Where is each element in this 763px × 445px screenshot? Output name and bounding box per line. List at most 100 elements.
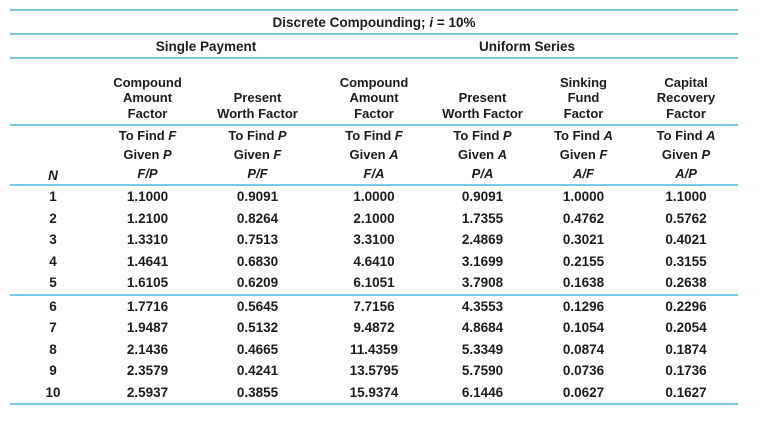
- value-cell: 0.2155: [562, 253, 605, 269]
- value-cell: 0.3155: [665, 253, 707, 269]
- table-row: 1 1.1000 0.9091 1.0000 0.9091 1.0000 1.1…: [10, 185, 738, 208]
- value-cell: 1.9487: [126, 320, 169, 336]
- sub-header-fp: To Find F Given P F/P: [96, 125, 199, 186]
- factor-header-sinking-fund: Sinking Fund Factor: [533, 58, 634, 126]
- value-cell: 15.9374: [316, 381, 432, 405]
- value-cell: 2.1000: [353, 210, 395, 226]
- value-cell: 11.4359: [349, 341, 399, 357]
- value-cell: 4.6410: [353, 253, 395, 269]
- factor-name-row: Compound Amount Factor Present Worth Fac…: [10, 58, 739, 126]
- factor-header-compound-amount-fp: Compound Amount Factor: [96, 58, 199, 126]
- n-cell: 6: [49, 298, 57, 314]
- value-cell: 2.4869: [461, 232, 504, 248]
- value-cell: 0.1638: [533, 272, 634, 296]
- title-prefix: Discrete Compounding;: [272, 14, 430, 30]
- value-cell: 2.3579: [126, 363, 169, 379]
- value-cell: 3.1699: [461, 253, 504, 269]
- value-cell: 0.5762: [665, 210, 707, 226]
- value-cell: 3.3100: [353, 232, 395, 248]
- sub-header-ap: To Find A Given P A/P: [634, 125, 739, 186]
- group-header-row: Single Payment Uniform Series: [10, 34, 739, 59]
- sub-header-pf: To Find P Given F P/F: [199, 125, 316, 186]
- table-row: 9 2.3579 0.4241 13.5795 5.7590 0.0736 0.…: [10, 360, 738, 382]
- value-cell: 0.2296: [665, 298, 707, 314]
- value-cell: 1.0000: [353, 189, 395, 205]
- value-cell: 4.8684: [461, 320, 504, 336]
- table-row: 6 1.7716 0.5645 7.7156 4.3553 0.1296 0.2…: [10, 295, 738, 318]
- n-cell: 10: [10, 381, 96, 405]
- group-header-uniform-series: Uniform Series: [316, 34, 739, 59]
- sub-header-pa: To Find P Given A P/A: [432, 125, 533, 186]
- group-header-single-payment: Single Payment: [96, 34, 316, 59]
- value-cell: 0.4021: [665, 232, 707, 248]
- factor-header-present-worth-pf: Present Worth Factor: [199, 58, 316, 126]
- value-cell: 5.7590: [461, 363, 504, 379]
- value-cell: 0.1054: [562, 320, 605, 336]
- value-cell: 0.9091: [236, 189, 279, 205]
- value-cell: 7.7156: [353, 298, 395, 314]
- table-row: 4 1.4641 0.6830 4.6410 3.1699 0.2155 0.3…: [10, 251, 738, 273]
- value-cell: 0.1296: [562, 298, 605, 314]
- value-cell: 1.3310: [126, 232, 169, 248]
- table-title: Discrete Compounding; i = 10%: [10, 9, 739, 35]
- value-cell: 0.5132: [236, 320, 279, 336]
- value-cell: 0.2638: [634, 272, 739, 296]
- value-cell: 0.3021: [562, 232, 605, 248]
- n-cell: 9: [49, 363, 57, 379]
- discrete-compounding-table: Discrete Compounding; i = 10% Single Pay…: [10, 9, 739, 405]
- value-cell: 0.5645: [236, 298, 279, 314]
- value-cell: 0.1736: [665, 363, 707, 379]
- table-row: 8 2.1436 0.4665 11.4359 5.3349 0.0874 0.…: [10, 339, 738, 361]
- table-row: 3 1.3310 0.7513 3.3100 2.4869 0.3021 0.4…: [10, 229, 738, 251]
- value-cell: 13.5795: [349, 363, 399, 379]
- value-cell: 1.6105: [96, 272, 199, 296]
- n-cell: 4: [49, 253, 57, 269]
- n-cell: 7: [49, 320, 57, 336]
- sub-header-row: N To Find F Given P F/P To Find P Given F P/…: [10, 125, 739, 186]
- value-cell: 0.6209: [199, 272, 316, 296]
- value-cell: 5.3349: [461, 341, 504, 357]
- value-cell: 1.1000: [665, 189, 707, 205]
- value-cell: 9.4872: [353, 320, 395, 336]
- value-cell: 0.0736: [562, 363, 605, 379]
- spacer-cell: [10, 58, 96, 126]
- n-cell: 1: [49, 189, 57, 205]
- value-cell: 0.2054: [665, 320, 707, 336]
- value-cell: 2.1436: [126, 341, 169, 357]
- value-cell: 6.1051: [316, 272, 432, 296]
- value-cell: 3.7908: [432, 272, 533, 296]
- value-cell: 1.7355: [461, 210, 504, 226]
- value-cell: 0.8264: [236, 210, 279, 226]
- factor-header-present-worth-pa: Present Worth Factor: [432, 58, 533, 126]
- table-row: 7 1.9487 0.5132 9.4872 4.8684 0.1054 0.2…: [10, 317, 738, 339]
- title-row: Discrete Compounding; i = 10%: [10, 9, 739, 35]
- spacer-cell: [10, 34, 96, 59]
- value-cell: 0.0874: [562, 341, 605, 357]
- value-cell: 0.1874: [665, 341, 707, 357]
- n-cell: 2: [49, 210, 57, 226]
- value-cell: 0.4665: [236, 341, 279, 357]
- n-cell: 5: [10, 272, 96, 296]
- value-cell: 1.7716: [126, 298, 169, 314]
- value-cell: 0.4241: [236, 363, 279, 379]
- value-cell: 1.2100: [126, 210, 169, 226]
- value-cell: 0.6830: [236, 253, 279, 269]
- n-cell: 8: [49, 341, 57, 357]
- value-cell: 2.5937: [96, 381, 199, 405]
- value-cell: 4.3553: [461, 298, 504, 314]
- table-row: 2 1.2100 0.8264 2.1000 1.7355 0.4762 0.5…: [10, 208, 738, 230]
- title-suffix: = 10%: [433, 14, 476, 30]
- value-cell: 0.4762: [562, 210, 605, 226]
- value-cell: 0.0627: [533, 381, 634, 405]
- value-cell: 6.1446: [432, 381, 533, 405]
- factor-header-compound-amount-fa: Compound Amount Factor: [316, 58, 432, 126]
- value-cell: 1.4641: [126, 253, 169, 269]
- title-interest-symbol: i: [429, 14, 434, 30]
- page: Discrete Compounding; i = 10% Single Pay…: [10, 9, 739, 405]
- n-column-header: N: [10, 125, 96, 186]
- table-row: 5 1.6105 0.6209 6.1051 3.7908 0.1638 0.2…: [10, 272, 739, 296]
- value-cell: 0.7513: [236, 232, 279, 248]
- value-cell: 1.0000: [562, 189, 605, 205]
- n-cell: 3: [49, 232, 57, 248]
- value-cell: 1.1000: [126, 189, 169, 205]
